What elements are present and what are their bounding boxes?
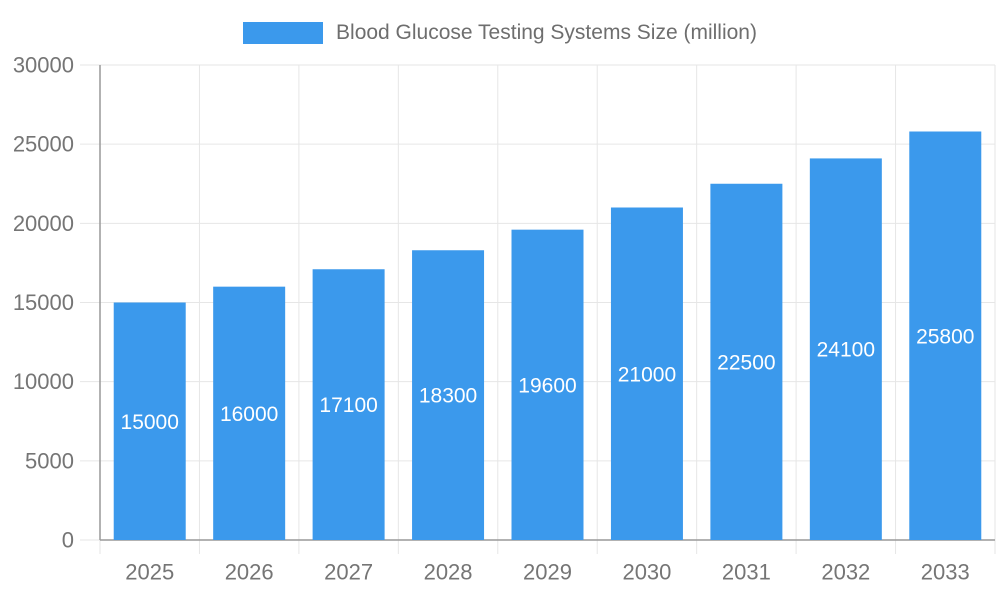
y-tick-label: 15000	[13, 290, 74, 315]
y-tick-label: 25000	[13, 132, 74, 157]
bar-value-label: 16000	[220, 403, 278, 426]
bar-value-label: 17100	[319, 394, 377, 417]
bar[interactable]	[113, 302, 186, 541]
x-tick-label: 2029	[523, 560, 572, 585]
bar[interactable]	[412, 250, 485, 540]
bar[interactable]	[610, 207, 683, 541]
x-tick-label: 2025	[125, 560, 174, 585]
bar-value-label: 19600	[518, 374, 576, 397]
bar-value-label: 18300	[419, 385, 477, 408]
bar[interactable]	[710, 183, 783, 540]
x-tick-label: 2033	[921, 560, 970, 585]
bar[interactable]	[909, 131, 982, 541]
x-tick-label: 2030	[622, 560, 671, 585]
bar-value-label: 25800	[916, 325, 974, 348]
legend[interactable]: Blood Glucose Testing Systems Size (mill…	[0, 19, 1000, 47]
bar[interactable]	[511, 229, 584, 540]
bar-value-label: 24100	[817, 339, 875, 362]
legend-swatch	[243, 22, 324, 44]
legend-label: Blood Glucose Testing Systems Size (mill…	[336, 21, 757, 44]
y-tick-label: 30000	[13, 53, 74, 78]
y-tick-label: 20000	[13, 211, 74, 236]
x-tick-label: 2026	[225, 560, 274, 585]
x-tick-label: 2027	[324, 560, 373, 585]
y-tick-label: 0	[62, 528, 74, 553]
bar-value-label: 21000	[618, 363, 676, 386]
x-tick-label: 2031	[722, 560, 771, 585]
bar[interactable]	[213, 286, 286, 540]
bar[interactable]	[809, 158, 882, 540]
bar[interactable]	[312, 269, 385, 540]
y-tick-label: 10000	[13, 369, 74, 394]
x-tick-label: 2028	[424, 560, 473, 585]
y-tick-label: 5000	[25, 448, 74, 473]
bar-value-label: 22500	[717, 351, 775, 374]
bar-value-label: 15000	[121, 411, 179, 434]
x-tick-label: 2032	[821, 560, 870, 585]
